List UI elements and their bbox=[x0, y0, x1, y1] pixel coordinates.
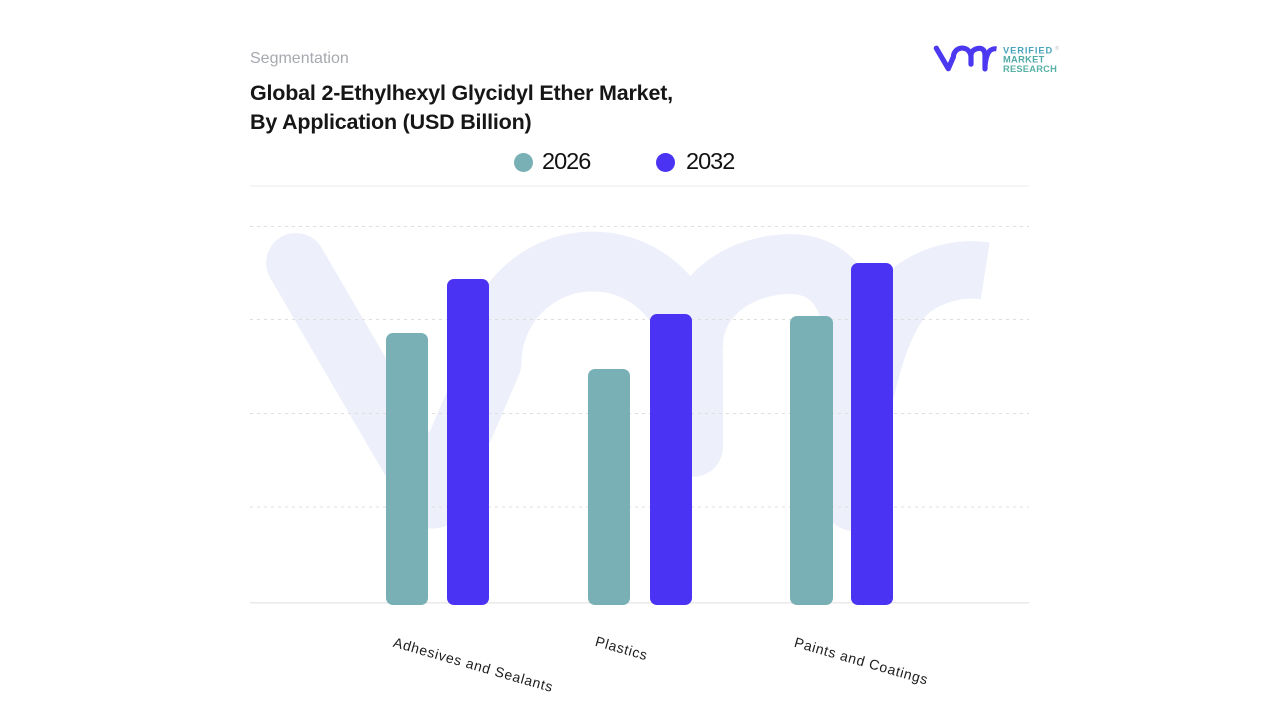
svg-text:VERIFIED: VERIFIED bbox=[1003, 45, 1052, 55]
svg-text:RESEARCH: RESEARCH bbox=[1003, 64, 1057, 74]
svg-text:MARKET: MARKET bbox=[1003, 55, 1045, 65]
svg-text:®: ® bbox=[1055, 45, 1059, 52]
